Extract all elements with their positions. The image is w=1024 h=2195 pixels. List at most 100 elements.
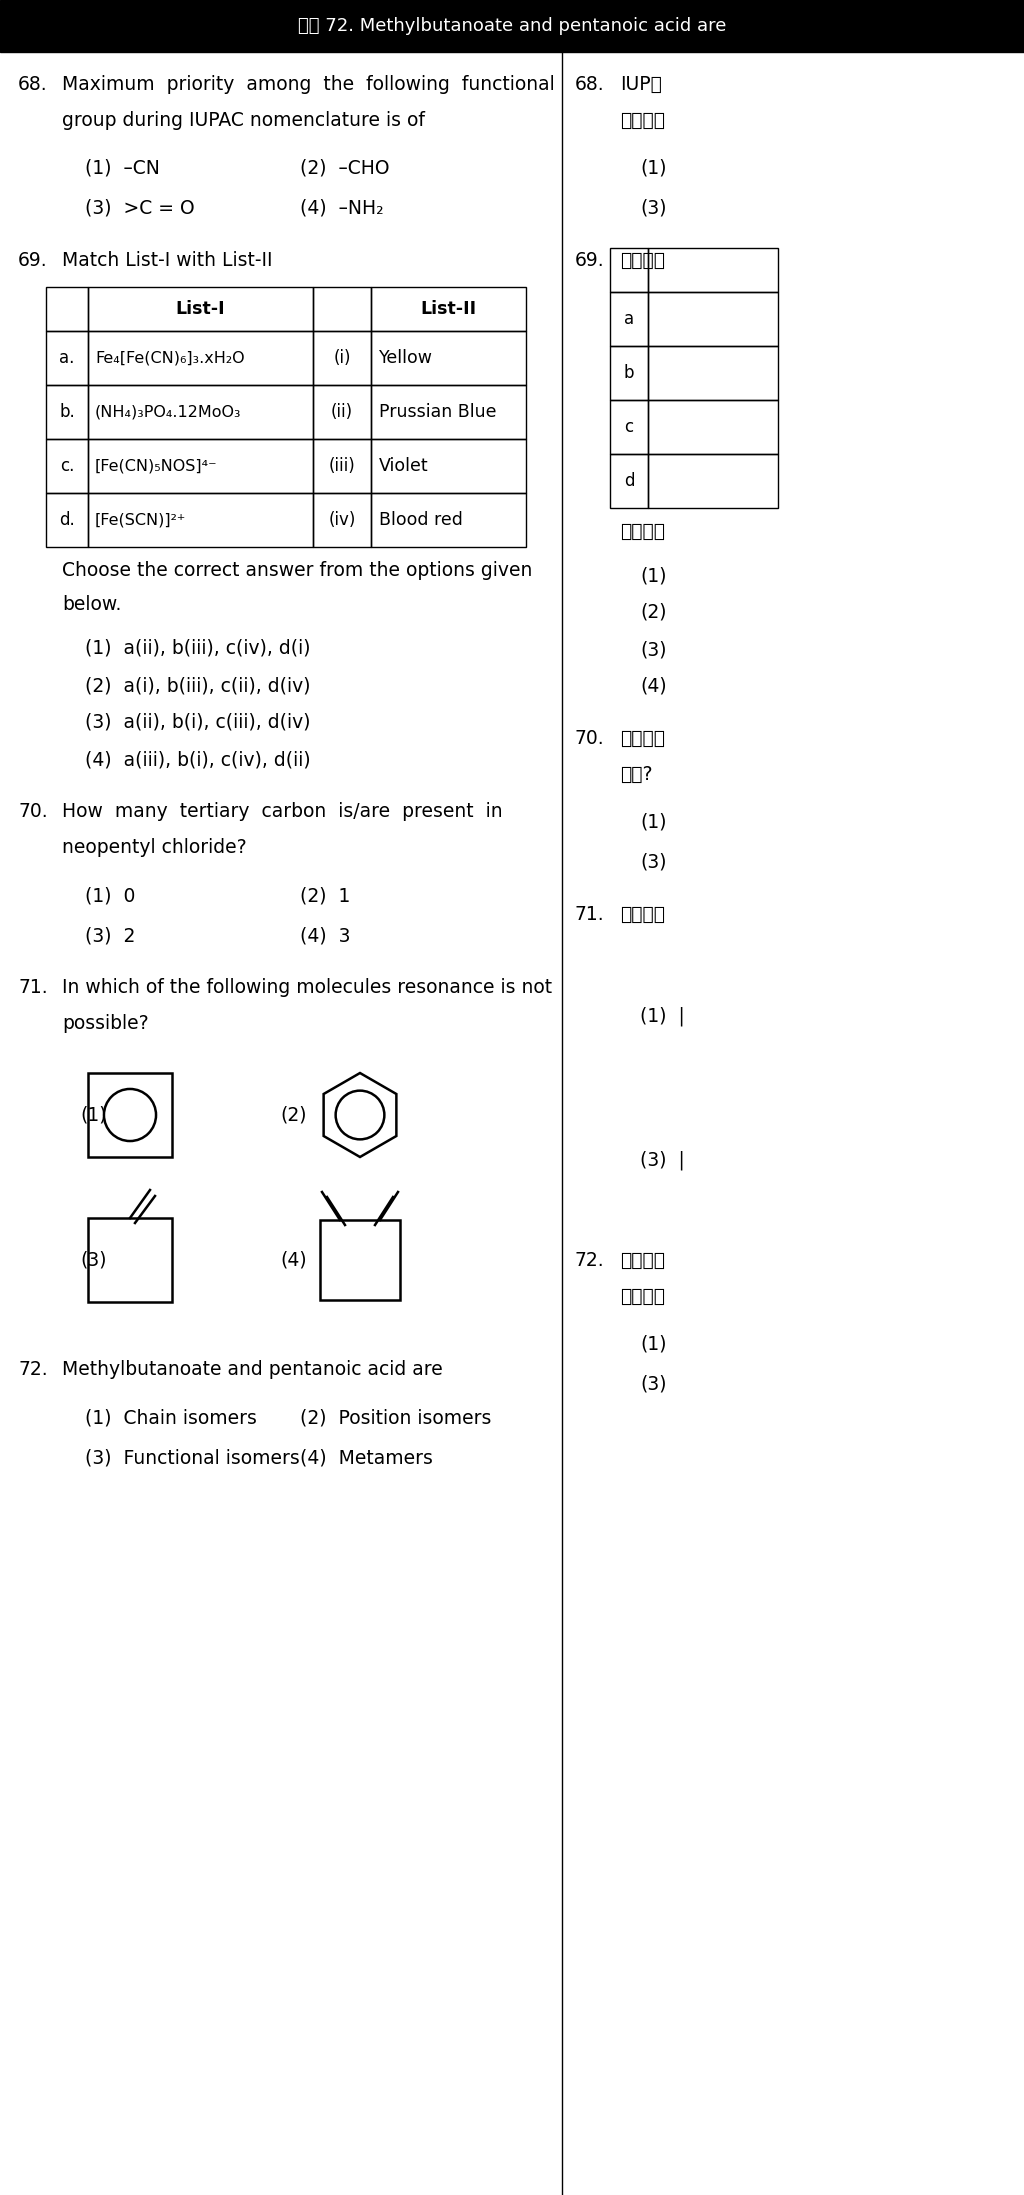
Text: (3): (3) <box>640 854 667 871</box>
Bar <box>313 331 371 384</box>
Text: (1)  –CN: (1) –CN <box>85 158 160 178</box>
Text: 68.: 68. <box>18 75 48 94</box>
Text: List-I: List-I <box>176 301 225 318</box>
Text: List-II: List-II <box>421 301 476 318</box>
Text: [Fe(CN)₅NOS]⁴⁻: [Fe(CN)₅NOS]⁴⁻ <box>95 459 218 474</box>
Text: (1): (1) <box>640 158 667 178</box>
Text: (1): (1) <box>640 1335 667 1354</box>
Text: How  many  tertiary  carbon  is/are  present  in: How many tertiary carbon is/are present … <box>62 801 503 821</box>
Text: neopentyl chloride?: neopentyl chloride? <box>62 838 247 856</box>
Text: મેથા: મેથા <box>620 1251 665 1271</box>
Text: છે?: છે? <box>620 766 652 784</box>
Text: (3)  |: (3) | <box>640 1150 685 1170</box>
Text: In which of the following molecules resonance is not: In which of the following molecules reso… <box>62 979 552 997</box>
Bar <box>46 288 88 331</box>
Text: (ii): (ii) <box>331 404 353 421</box>
Text: 69.: 69. <box>575 250 604 270</box>
Bar <box>0 0 1024 53</box>
Text: (3): (3) <box>640 1374 667 1394</box>
Bar <box>371 288 526 331</box>
Text: 69.: 69. <box>18 250 48 270</box>
Text: સંધા: સંધા <box>620 1286 665 1306</box>
Text: group during IUPAC nomenclature is of: group during IUPAC nomenclature is of <box>62 112 425 130</box>
Text: દરેક: દરેક <box>620 250 665 270</box>
Bar <box>648 347 778 399</box>
Bar <box>610 347 648 399</box>
Bar <box>371 439 526 494</box>
Bar <box>371 494 526 547</box>
Bar <box>648 248 778 292</box>
Text: (1): (1) <box>640 812 667 832</box>
Text: (3)  2: (3) 2 <box>85 926 135 946</box>
Bar <box>46 384 88 439</box>
Bar <box>313 288 371 331</box>
Text: Match List-I with List-II: Match List-I with List-II <box>62 250 272 270</box>
Text: (4): (4) <box>640 676 667 696</box>
Text: a.: a. <box>59 349 75 367</box>
Text: (i): (i) <box>333 349 351 367</box>
Text: ની 72. Methylbutanoate and pentanoic acid are: ની 72. Methylbutanoate and pentanoic aci… <box>298 18 726 35</box>
Text: c: c <box>625 417 634 437</box>
Text: 68.: 68. <box>575 75 604 94</box>
Text: Methylbutanoate and pentanoic acid are: Methylbutanoate and pentanoic acid are <box>62 1361 442 1378</box>
Bar <box>88 384 313 439</box>
Text: Fe₄[Fe(CN)₆]₃.xH₂O: Fe₄[Fe(CN)₆]₃.xH₂O <box>95 351 245 367</box>
Text: નીચે: નીચે <box>620 522 665 540</box>
Text: (iv): (iv) <box>329 511 355 529</box>
Text: (3)  a(ii), b(i), c(iii), d(iv): (3) a(ii), b(i), c(iii), d(iv) <box>85 713 310 731</box>
Text: (4)  Metamers: (4) Metamers <box>300 1449 433 1466</box>
Text: (4)  –NH₂: (4) –NH₂ <box>300 200 384 217</box>
Bar <box>313 439 371 494</box>
Bar <box>371 384 526 439</box>
Text: 71.: 71. <box>18 979 48 997</box>
Text: Violet: Violet <box>379 457 429 474</box>
Text: (3): (3) <box>80 1251 106 1269</box>
Text: b: b <box>624 364 634 382</box>
Text: (1): (1) <box>80 1106 106 1124</box>
Text: (1)  |: (1) | <box>640 1005 685 1025</box>
Text: [Fe(SCN)]²⁺: [Fe(SCN)]²⁺ <box>95 511 186 527</box>
Bar <box>648 292 778 347</box>
Bar <box>88 494 313 547</box>
Text: 70.: 70. <box>18 801 48 821</box>
Text: (4)  a(iii), b(i), c(iv), d(ii): (4) a(iii), b(i), c(iv), d(ii) <box>85 751 310 768</box>
Text: (1): (1) <box>640 566 667 586</box>
Text: Blood red: Blood red <box>379 511 463 529</box>
Bar <box>648 454 778 507</box>
Text: (2): (2) <box>640 604 667 621</box>
Text: IUP્: IUP્ <box>620 75 662 94</box>
Text: c.: c. <box>59 457 74 474</box>
Text: (NH₄)₃PO₄.12MoO₃: (NH₄)₃PO₄.12MoO₃ <box>95 404 242 419</box>
Text: 71.: 71. <box>575 904 604 924</box>
Bar <box>313 384 371 439</box>
Bar <box>46 494 88 547</box>
Text: (2)  1: (2) 1 <box>300 887 350 904</box>
Bar <box>610 399 648 454</box>
Text: (2)  Position isomers: (2) Position isomers <box>300 1407 492 1427</box>
Text: નીચે: નીચે <box>620 904 665 924</box>
Text: 72.: 72. <box>18 1361 48 1378</box>
Text: (3): (3) <box>640 641 667 658</box>
Text: Maximum  priority  among  the  following  functional: Maximum priority among the following fun… <box>62 75 555 94</box>
Bar <box>610 454 648 507</box>
Text: (2)  a(i), b(iii), c(ii), d(iv): (2) a(i), b(iii), c(ii), d(iv) <box>85 676 310 696</box>
Text: Choose the correct answer from the options given: Choose the correct answer from the optio… <box>62 562 532 579</box>
Text: (3): (3) <box>640 200 667 217</box>
Bar <box>88 288 313 331</box>
Text: b.: b. <box>59 404 75 421</box>
Text: (3)  Functional isomers: (3) Functional isomers <box>85 1449 300 1466</box>
Bar <box>371 331 526 384</box>
Bar <box>88 439 313 494</box>
Text: (1)  Chain isomers: (1) Chain isomers <box>85 1407 257 1427</box>
Text: (iii): (iii) <box>329 457 355 474</box>
Text: 72.: 72. <box>575 1251 604 1271</box>
Bar <box>46 331 88 384</box>
Text: (1)  a(ii), b(iii), c(iv), d(i): (1) a(ii), b(iii), c(iv), d(i) <box>85 639 310 658</box>
Text: below.: below. <box>62 595 122 615</box>
Text: a: a <box>624 309 634 327</box>
Text: Prussian Blue: Prussian Blue <box>379 404 497 421</box>
Text: (2)  –CHO: (2) –CHO <box>300 158 389 178</box>
Text: કિયા: કિયા <box>620 112 665 130</box>
Text: possible?: possible? <box>62 1014 148 1034</box>
Text: (4): (4) <box>280 1251 306 1269</box>
